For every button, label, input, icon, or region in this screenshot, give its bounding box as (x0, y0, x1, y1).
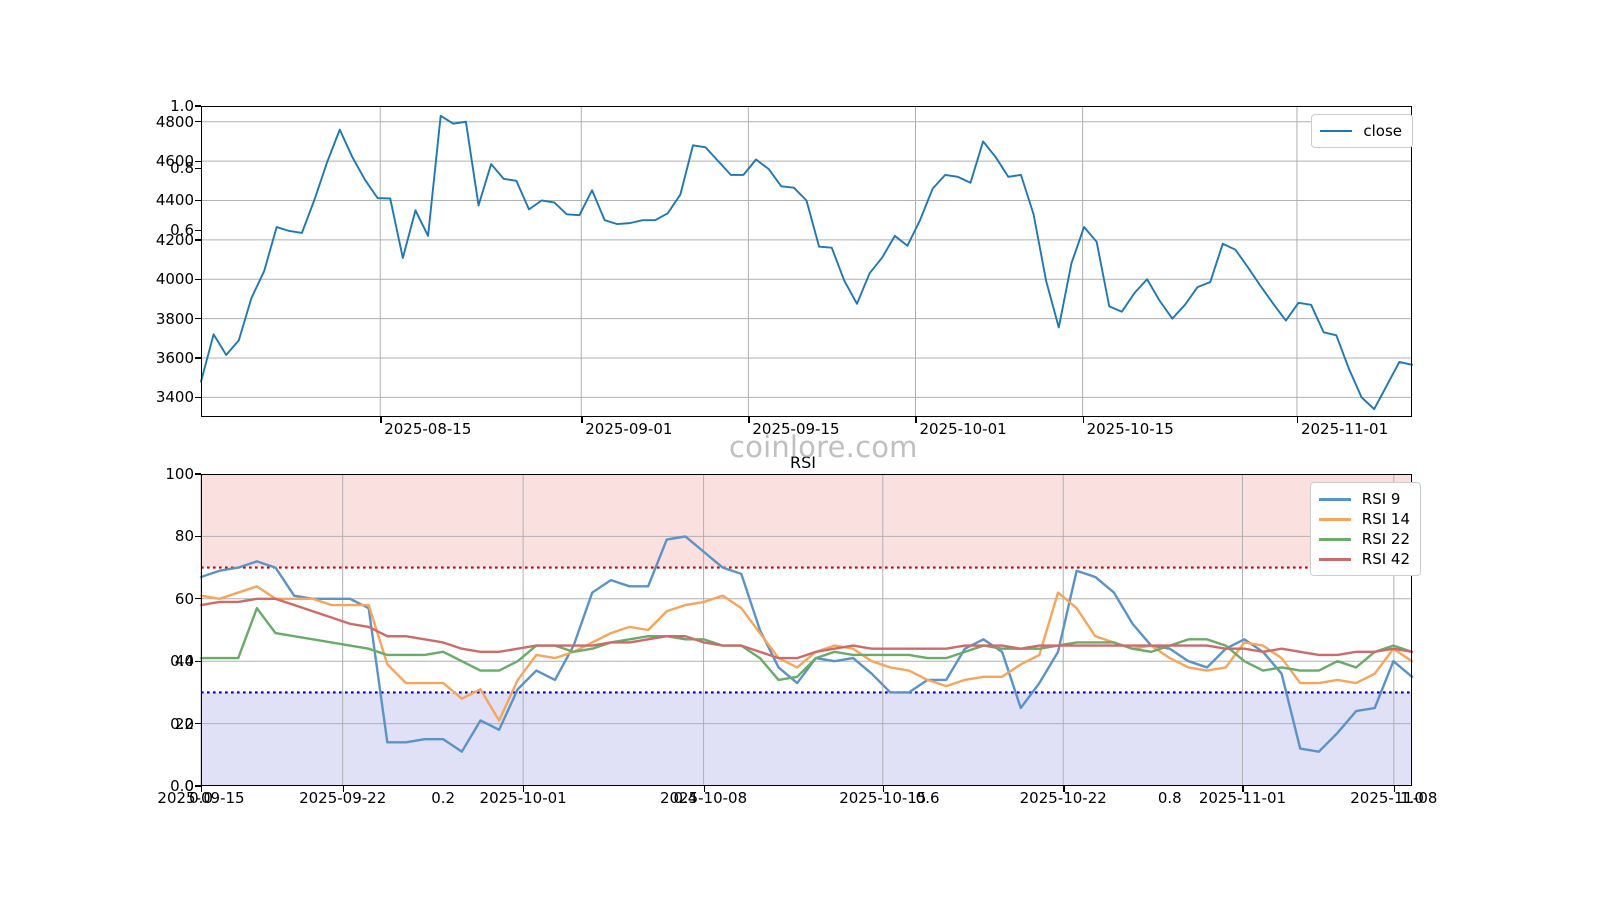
rsi-plot-frame (201, 474, 1412, 786)
rsi-plot-area (199, 474, 1414, 786)
price-x-tick-label: 2025-09-15 (752, 420, 840, 438)
watermark: coinlore.com (729, 430, 918, 464)
rsi-x-tick-mark (523, 786, 525, 792)
rsi-x-tick-mark (1242, 786, 1244, 792)
price-y-tick-mark (195, 160, 201, 162)
rsi-x-tick-mark (342, 786, 344, 792)
price-y-tick-mark (195, 396, 201, 398)
rsi-x-tick-label: 2025-10-22 (1019, 789, 1107, 807)
price-x-tick-mark (1082, 417, 1084, 423)
price-plot-area (200, 106, 1413, 417)
legend-label: RSI 14 (1361, 510, 1410, 528)
price-legend: close (1311, 114, 1413, 148)
price-y-overlay-tick-label: 1.0 (170, 97, 194, 115)
rsi-legend-item[interactable]: RSI 22 (1318, 529, 1410, 549)
price-y-tick-mark (195, 278, 201, 280)
rsi-y-tick-mark (195, 598, 201, 600)
rsi-x-overlay-tick-label: 0.8 (1157, 789, 1182, 807)
legend-label: RSI 22 (1361, 530, 1410, 548)
rsi-x-tick-mark (201, 786, 203, 792)
price-x-tick-label: 2025-10-15 (1086, 420, 1174, 438)
legend-line-swatch (1318, 557, 1351, 561)
rsi-x-tick-label: 2025-09-22 (299, 789, 387, 807)
rsi-x-tick-mark (1063, 786, 1065, 792)
rsi-y-overlay-tick-label: 0.4 (170, 652, 194, 671)
price-x-tick-mark (748, 417, 750, 423)
price-y-tick-mark (195, 239, 201, 241)
rsi-x-tick-label: 2025-11-01 (1198, 789, 1287, 807)
rsi-y-tick-label: 80 (174, 527, 194, 546)
legend-label: RSI 42 (1361, 550, 1410, 568)
rsi-x-overlay-tick-label: 0.6 (915, 789, 940, 807)
legend-label: RSI 9 (1361, 490, 1401, 508)
price-x-tick-mark (915, 417, 917, 423)
rsi-y-overlay-tick-mark (195, 660, 201, 662)
price-chart-panel: close (200, 106, 1413, 417)
legend-line-swatch (1318, 537, 1351, 541)
rsi-y-tick-label: 20 (174, 714, 194, 733)
rsi-y-tick-mark (195, 473, 201, 475)
rsi-y-overlay-tick-label: 0.0 (170, 777, 194, 795)
price-y-overlay-tick-mark (195, 167, 201, 169)
price-y-overlay-tick-label: 0.6 (170, 221, 194, 240)
rsi-x-tick-mark (882, 786, 885, 792)
rsi-y-overlay-tick-label: 0.2 (170, 714, 194, 733)
price-y-tick-label: 4800 (155, 112, 194, 131)
price-x-tick-label: 2025-11-01 (1300, 420, 1389, 438)
rsi-y-tick-label: 100 (165, 465, 194, 483)
rsi-y-overlay-tick-mark (195, 785, 201, 787)
rsi-chart-panel: RSI 9 RSI 14 RSI 22 RSI 42 (199, 474, 1421, 786)
price-legend-item[interactable]: close (1320, 121, 1402, 141)
legend-line-swatch (1318, 517, 1351, 521)
rsi-x-tick-label: 2025-11-08 (1350, 789, 1438, 807)
legend-line-swatch (1318, 497, 1351, 501)
price-y-tick-label: 4200 (155, 230, 194, 249)
price-y-tick-label: 3600 (155, 348, 194, 367)
rsi-x-tick-label: 2025-09-15 (157, 789, 245, 807)
price-y-tick-mark (195, 357, 201, 359)
price-y-tick-label: 3800 (155, 309, 194, 328)
price-y-tick-label: 4600 (155, 152, 194, 171)
rsi-y-tick-mark (195, 535, 201, 538)
price-y-overlay-tick-label: 0.8 (170, 159, 194, 178)
rsi-y-tick-label: 60 (174, 589, 194, 608)
price-y-tick-label: 4400 (155, 191, 194, 210)
rsi-legend-item[interactable]: RSI 42 (1318, 549, 1410, 569)
rsi-x-overlay-tick-label: 0.4 (673, 789, 698, 807)
price-y-overlay-tick-mark (195, 105, 201, 107)
rsi-x-overlay-tick-label: 0.2 (431, 789, 456, 807)
price-y-overlay-tick-mark (195, 229, 201, 232)
price-y-tick-label: 4000 (155, 270, 194, 289)
rsi-legend: RSI 9 RSI 14 RSI 22 RSI 42 (1309, 482, 1421, 576)
price-x-tick-label: 2025-08-15 (384, 420, 472, 438)
rsi-x-tick-mark (703, 786, 705, 792)
price-x-tick-label: 2025-09-01 (585, 420, 673, 438)
price-x-tick-mark (581, 417, 583, 423)
rsi-y-overlay-tick-mark (195, 723, 201, 725)
rsi-x-overlay-tick-label: 1.0 (1400, 789, 1424, 807)
legend-line-swatch (1320, 130, 1353, 132)
price-y-tick-mark (195, 121, 201, 123)
rsi-legend-item[interactable]: RSI 14 (1318, 509, 1410, 529)
price-y-tick-mark (195, 317, 201, 320)
price-x-tick-mark (1296, 417, 1299, 423)
price-y-tick-label: 3400 (155, 388, 194, 407)
price-x-tick-mark (380, 417, 382, 423)
rsi-x-overlay-tick-label: 0.0 (189, 789, 213, 807)
rsi-x-tick-label: 2025-10-08 (659, 789, 748, 807)
rsi-panel-title: RSI (790, 453, 816, 472)
price-plot-frame (201, 106, 1412, 417)
rsi-x-tick-label: 2025-10-01 (479, 789, 567, 807)
rsi-y-tick-label: 0 (184, 777, 194, 795)
rsi-legend-item[interactable]: RSI 9 (1318, 489, 1410, 509)
price-y-tick-mark (195, 199, 201, 202)
rsi-y-tick-label: 40 (174, 652, 194, 671)
rsi-x-tick-mark (1393, 786, 1396, 792)
legend-label: close (1363, 122, 1402, 140)
rsi-x-tick-label: 2025-10-15 (839, 789, 927, 807)
price-x-tick-label: 2025-10-01 (919, 420, 1007, 438)
